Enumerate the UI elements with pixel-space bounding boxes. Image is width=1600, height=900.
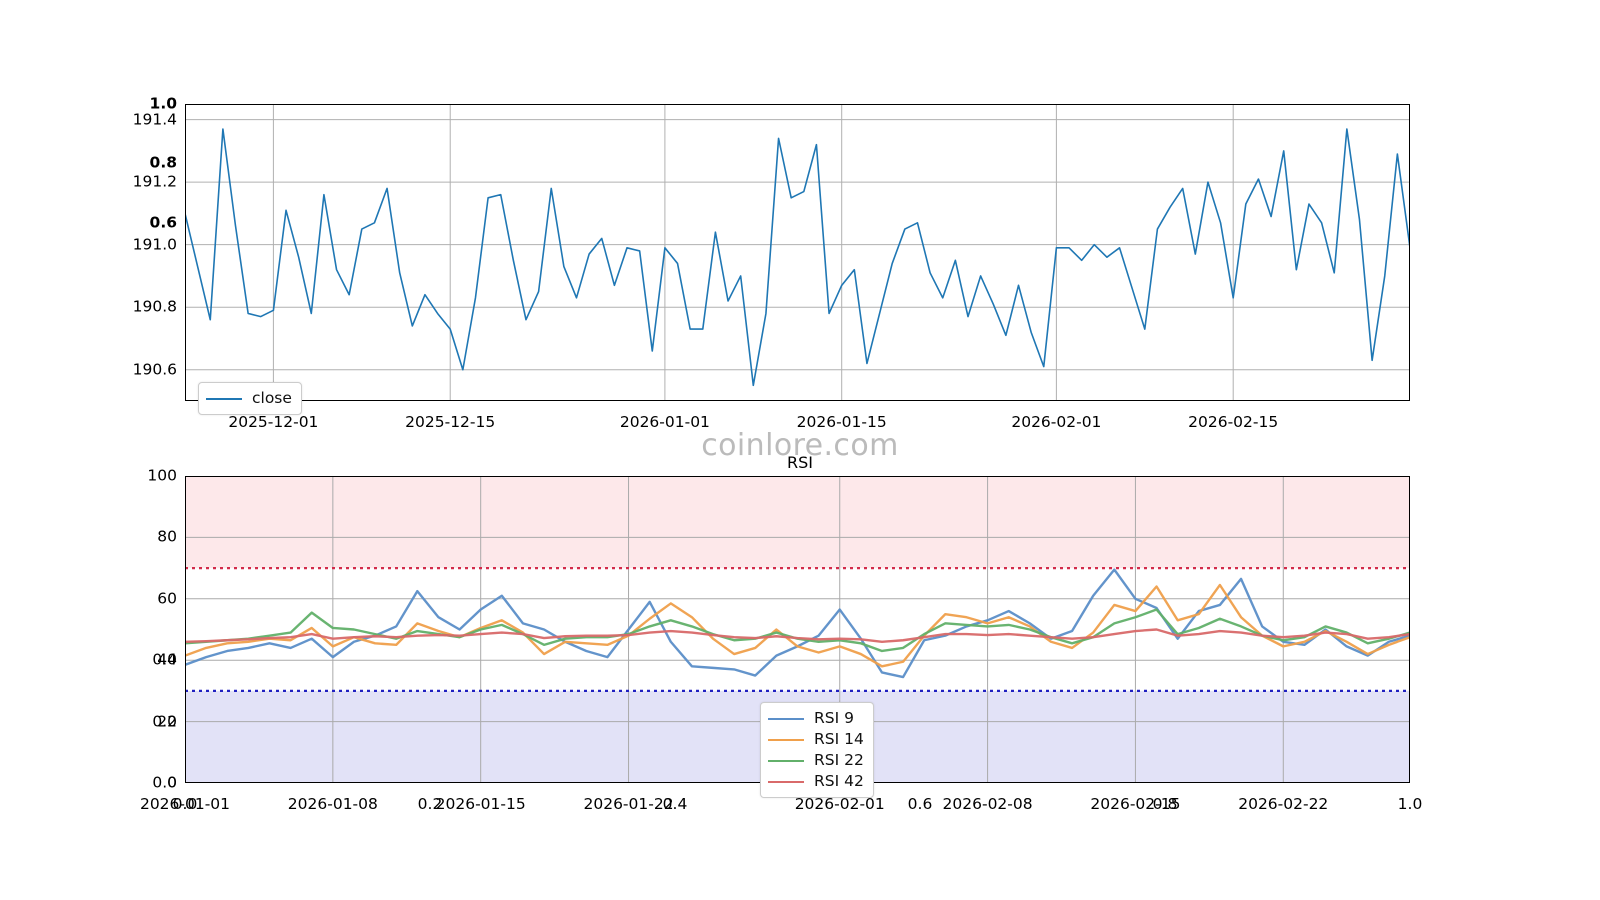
legend-item-rsi-14[interactable]: RSI 14 <box>768 729 864 750</box>
rsi-x-tick: 2026-02-22 <box>1238 795 1329 813</box>
legend-item-rsi-22[interactable]: RSI 22 <box>768 750 864 771</box>
rsi-x-tick-secondary: 0.0 <box>172 795 198 813</box>
legend-label-rsi-9: RSI 9 <box>814 708 854 727</box>
rsi-y-tick: 60 <box>157 589 177 608</box>
rsi-chart-title: RSI <box>787 453 813 472</box>
price-x-tick: 2026-02-15 <box>1188 413 1279 431</box>
price-y-tick: 191.4 <box>132 109 177 128</box>
rsi-x-tick: 2026-01-22 <box>583 795 674 813</box>
price-y-tick: 190.8 <box>132 297 177 316</box>
rsi-x-tick: 2026-02-01 <box>794 795 885 813</box>
price-x-tick: 2025-12-15 <box>405 413 496 431</box>
rsi-x-tick: 2026-01-15 <box>435 795 526 813</box>
rsi-y-tick-secondary: 0.2 <box>152 711 177 730</box>
rsi-x-tick-secondary: 0.2 <box>417 795 443 813</box>
rsi-x-tick-secondary: 0.6 <box>907 795 933 813</box>
rsi-y-tick: 100 <box>147 466 177 485</box>
rsi-x-tick: 2026-02-15 <box>1090 795 1181 813</box>
price-x-tick: 2026-02-01 <box>1011 413 1102 431</box>
price-y-tick: 191.0 <box>132 234 177 253</box>
legend-label-rsi-42: RSI 42 <box>814 771 864 790</box>
price-y-tick-secondary: 1.0 <box>149 94 177 113</box>
price-y-tick: 190.6 <box>132 359 177 378</box>
rsi-y-tick: 40 <box>157 650 177 669</box>
price-y-tick-secondary: 0.6 <box>149 213 177 232</box>
legend-swatch-rsi-22 <box>768 759 804 762</box>
price-x-tick: 2026-01-01 <box>619 413 710 431</box>
rsi-x-tick-secondary: 1.0 <box>1397 795 1423 813</box>
rsi-x-tick: 2026-01-01 <box>139 795 231 813</box>
legend-item-rsi-42[interactable]: RSI 42 <box>768 771 864 792</box>
price-x-tick: 2025-12-01 <box>228 413 319 431</box>
watermark: coinlore.com <box>701 428 899 463</box>
legend-item-rsi-9[interactable]: RSI 9 <box>768 708 864 729</box>
legend-swatch-rsi-42 <box>768 780 804 783</box>
legend-swatch-rsi-14 <box>768 738 804 741</box>
rsi-legend[interactable]: RSI 9 RSI 14 RSI 22 RSI 42 <box>760 702 874 798</box>
rsi-x-tick: 2026-02-08 <box>942 795 1033 813</box>
rsi-x-tick-secondary: 0.8 <box>1152 795 1178 813</box>
rsi-y-tick: 20 <box>157 711 177 730</box>
price-line-plot <box>185 104 1410 401</box>
rsi-x-tick: 2026-01-08 <box>287 795 378 813</box>
legend-item-close[interactable]: close <box>206 388 292 409</box>
price-x-tick: 2026-01-15 <box>796 413 887 431</box>
price-y-tick-secondary: 0.8 <box>149 153 177 172</box>
price-legend[interactable]: close <box>198 382 302 415</box>
legend-label-close: close <box>252 388 292 407</box>
rsi-y-tick-secondary: 0.0 <box>152 773 177 792</box>
legend-swatch-rsi-9 <box>768 717 804 720</box>
rsi-y-tick-secondary: 0.4 <box>152 650 177 669</box>
price-y-tick: 191.2 <box>132 172 177 191</box>
legend-swatch-close <box>206 397 242 400</box>
price-axes-frame <box>185 104 1410 401</box>
rsi-y-tick: 0 <box>167 773 177 792</box>
rsi-x-tick-secondary: 0.4 <box>662 795 688 813</box>
price-chart-axes <box>185 104 1410 401</box>
legend-label-rsi-22: RSI 22 <box>814 750 864 769</box>
legend-label-rsi-14: RSI 14 <box>814 729 864 748</box>
rsi-y-tick: 80 <box>157 527 177 546</box>
